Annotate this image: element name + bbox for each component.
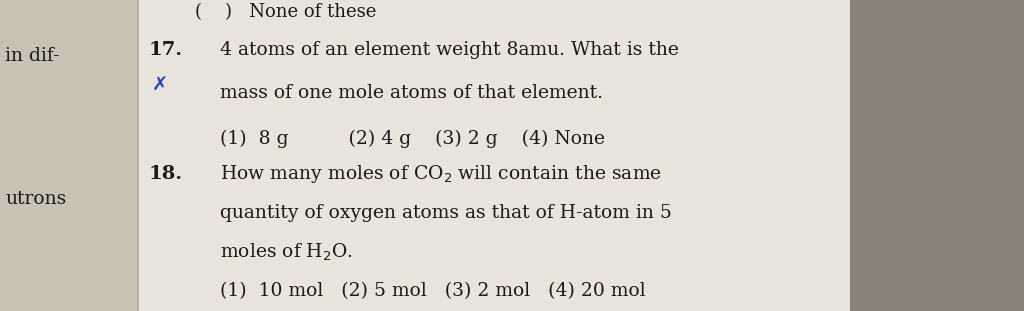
Text: 4 atoms of an element weight 8amu. What is the: 4 atoms of an element weight 8amu. What … bbox=[220, 41, 679, 59]
Text: (    )   None of these: ( ) None of these bbox=[195, 3, 376, 21]
Text: utrons: utrons bbox=[5, 190, 67, 208]
FancyBboxPatch shape bbox=[138, 0, 850, 311]
FancyBboxPatch shape bbox=[0, 0, 138, 311]
Text: moles of H$_2$O.: moles of H$_2$O. bbox=[220, 241, 353, 262]
Text: ✗: ✗ bbox=[152, 76, 168, 95]
Text: 17.: 17. bbox=[148, 41, 182, 59]
Text: in dif-: in dif- bbox=[5, 47, 59, 65]
Text: How many moles of CO$_2$ will contain the same: How many moles of CO$_2$ will contain th… bbox=[220, 163, 663, 185]
Text: 18.: 18. bbox=[148, 165, 182, 183]
FancyBboxPatch shape bbox=[850, 0, 1024, 311]
Text: quantity of oxygen atoms as that of H-atom in 5: quantity of oxygen atoms as that of H-at… bbox=[220, 204, 672, 222]
Text: (1)  10 mol   (2) 5 mol   (3) 2 mol   (4) 20 mol: (1) 10 mol (2) 5 mol (3) 2 mol (4) 20 mo… bbox=[220, 282, 646, 300]
Text: (1)  8 g          (2) 4 g    (3) 2 g    (4) None: (1) 8 g (2) 4 g (3) 2 g (4) None bbox=[220, 129, 605, 147]
Text: mass of one mole atoms of that element.: mass of one mole atoms of that element. bbox=[220, 84, 603, 102]
